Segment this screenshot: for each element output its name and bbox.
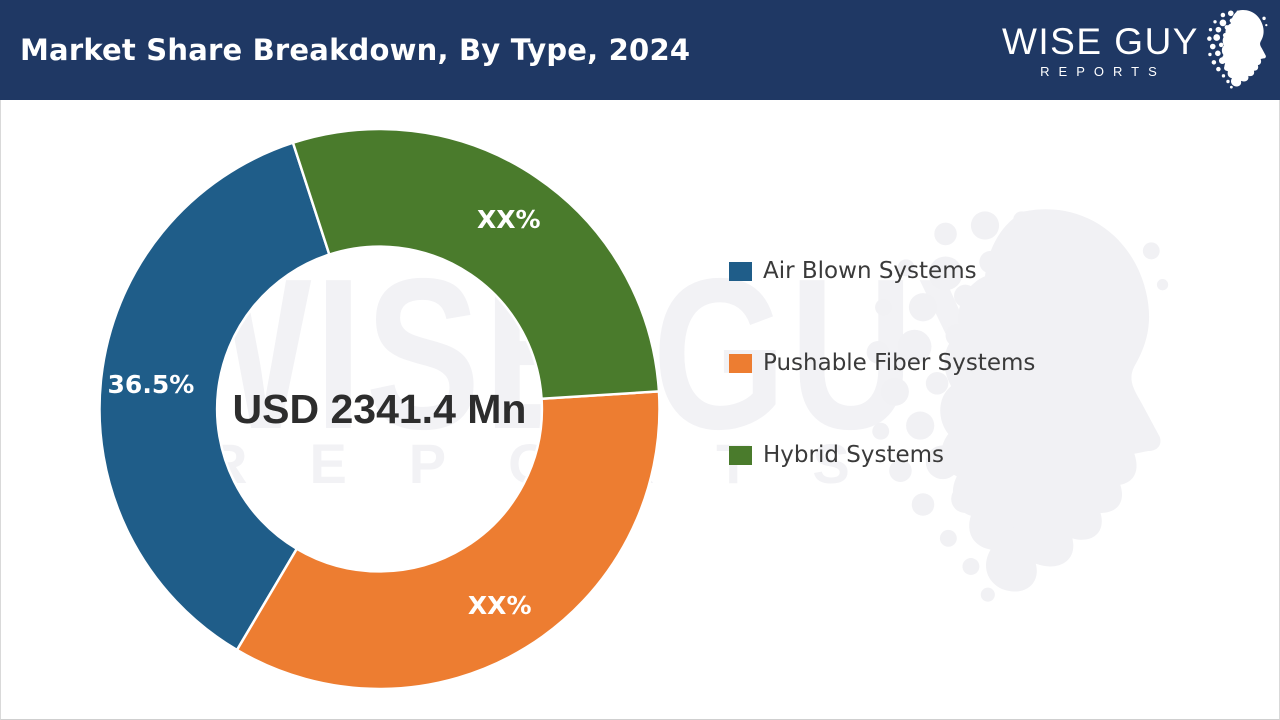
donut-slice-air-blown-systems [98, 141, 331, 652]
chart-title: Market Share Breakdown, By Type, 2024 [20, 33, 691, 67]
legend-label-air-blown-systems: Air Blown Systems [763, 258, 977, 284]
donut-slice-hybrid-systems [291, 127, 661, 401]
wiseguy-face-icon [1206, 8, 1268, 93]
donut-center-label: USD 2341.4 Mn [233, 386, 527, 432]
legend-swatch-hybrid-systems [729, 445, 752, 465]
legend-swatch-air-blown-systems [729, 261, 752, 281]
legend-item-pushable-fiber-systems: Pushable Fiber Systems [729, 350, 1035, 376]
brand-logo: WISE GUY REPORTS [1002, 8, 1268, 93]
legend: Air Blown Systems Pushable Fiber Systems… [729, 258, 1035, 468]
chart-area: WISE GUY REPORTS 36.5%XX%XX% USD 2341.4 … [0, 100, 1280, 720]
legend-label-hybrid-systems: Hybrid Systems [763, 442, 945, 468]
legend-item-hybrid-systems: Hybrid Systems [729, 442, 1035, 468]
donut-slice-pushable-fiber-systems [235, 390, 661, 691]
legend-label-pushable-fiber-systems: Pushable Fiber Systems [763, 350, 1036, 376]
legend-swatch-pushable-fiber-systems [729, 353, 752, 373]
donut-chart: 36.5% XX% XX% USD 2341.4 Mn [98, 127, 661, 691]
brand-name: WISE GUY [1001, 20, 1199, 62]
legend-item-air-blown-systems: Air Blown Systems [729, 258, 1035, 284]
slice-label-hybrid-systems: XX% [477, 205, 541, 234]
brand-tagline: REPORTS [1040, 63, 1166, 79]
header-bar: Market Share Breakdown, By Type, 2024 WI… [0, 0, 1280, 100]
slice-label-pushable-fiber-systems: XX% [468, 591, 532, 620]
slice-label-air-blown-systems: 36.5% [108, 370, 195, 399]
